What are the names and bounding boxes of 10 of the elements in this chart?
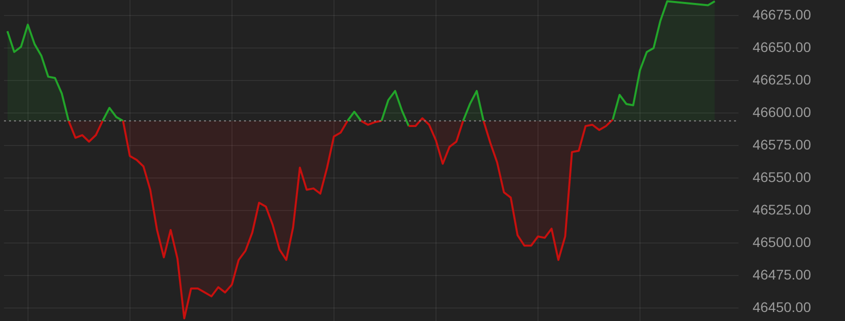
y-tick-label: 46550.00 — [752, 168, 812, 185]
y-tick-label: 46600.00 — [752, 104, 812, 120]
y-tick-label: 46625.00 — [752, 71, 812, 88]
y-tick-label: 46650.00 — [752, 38, 812, 55]
y-tick-label: 46575.00 — [752, 136, 812, 152]
y-tick-label: 46450.00 — [752, 298, 812, 315]
y-tick-label: 46475.00 — [752, 266, 812, 282]
y-tick-label: 46525.00 — [752, 201, 812, 218]
y-tick-label: 46675.00 — [752, 6, 812, 22]
y-tick-label: 46500.00 — [752, 234, 812, 250]
